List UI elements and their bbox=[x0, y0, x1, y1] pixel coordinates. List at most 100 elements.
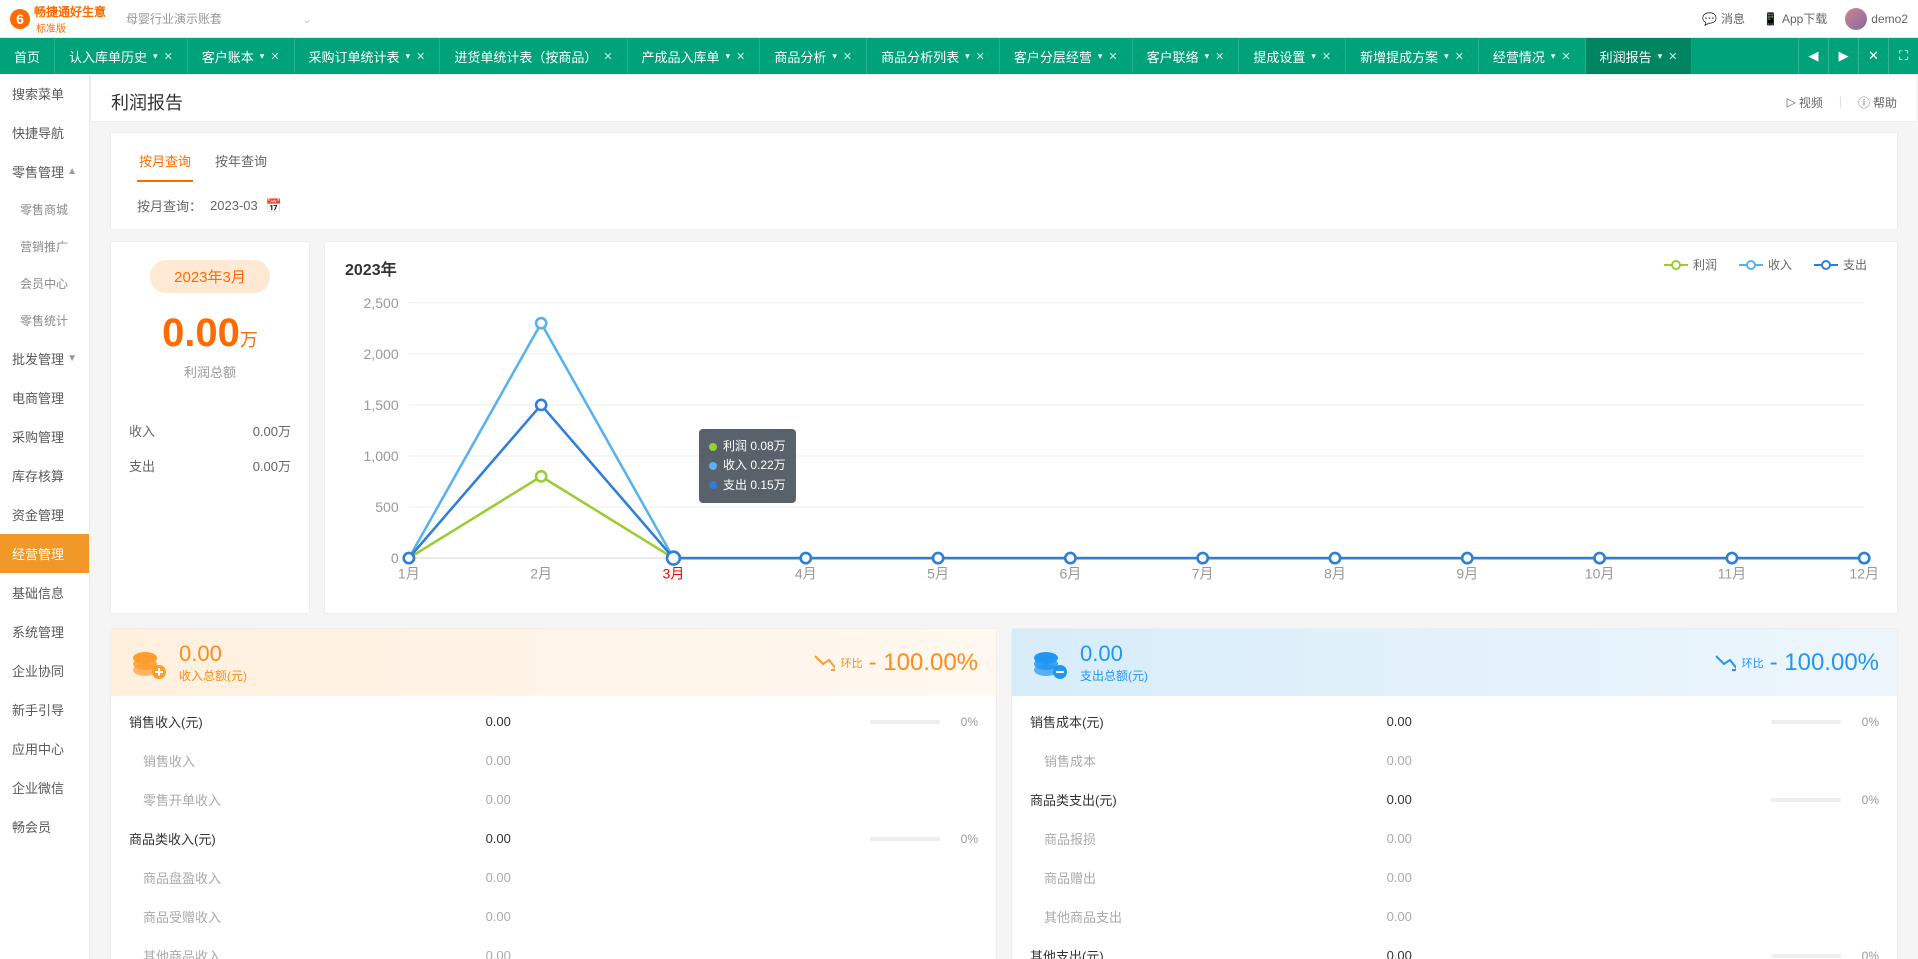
tab-首页[interactable]: 首页 bbox=[0, 38, 55, 74]
calendar-icon[interactable]: 📅 bbox=[266, 198, 282, 214]
tab-采购订单统计表[interactable]: 采购订单统计表▾✕ bbox=[295, 38, 441, 74]
tab-商品分析[interactable]: 商品分析▾✕ bbox=[760, 38, 867, 74]
sidebar-item-会员中心[interactable]: 会员中心 bbox=[0, 265, 89, 302]
sidebar-item-经营管理[interactable]: 经营管理 bbox=[0, 534, 89, 573]
fullscreen[interactable]: ⛶ bbox=[1888, 38, 1918, 74]
chevron-down-icon: ▾ bbox=[1551, 51, 1556, 62]
tabs-prev[interactable]: ◀ bbox=[1798, 38, 1828, 74]
sidebar-item-label: 经营管理 bbox=[12, 544, 64, 563]
svg-text:1,500: 1,500 bbox=[364, 397, 399, 413]
sidebar-item-基础信息[interactable]: 基础信息 bbox=[0, 573, 89, 612]
logo-icon: 6 bbox=[10, 9, 30, 29]
tab-利润报告[interactable]: 利润报告▾✕ bbox=[1586, 38, 1693, 74]
tab-产成品入库单[interactable]: 产成品入库单 ▾ ✕ bbox=[628, 38, 761, 74]
row-name: 销售成本 bbox=[1030, 751, 1387, 770]
tabs-next[interactable]: ▶ bbox=[1828, 38, 1858, 74]
detail-row: 商品报损0.00 bbox=[1030, 819, 1879, 858]
page-title: 利润报告 bbox=[111, 89, 183, 115]
row-percent: 0% bbox=[1851, 949, 1879, 959]
app-download-link[interactable]: 📱 App下载 bbox=[1763, 10, 1827, 27]
sidebar-item-零售商城[interactable]: 零售商城 bbox=[0, 191, 89, 228]
help-label: 帮助 bbox=[1873, 94, 1897, 111]
tab-进货单统计表（按商品）[interactable]: 进货单统计表（按商品）✕ bbox=[440, 38, 627, 74]
legend-label: 支出 bbox=[1843, 256, 1867, 273]
video-link[interactable]: ▷视频 bbox=[1787, 94, 1823, 111]
sidebar-item-企业微信[interactable]: 企业微信 bbox=[0, 768, 89, 807]
chevron-down-icon: ▾ bbox=[726, 51, 731, 62]
close-icon[interactable]: ✕ bbox=[1668, 50, 1677, 63]
tab-新增提成方案[interactable]: 新增提成方案▾✕ bbox=[1346, 38, 1479, 74]
user-menu[interactable]: demo2 bbox=[1845, 8, 1908, 30]
tab-经营情况[interactable]: 经营情况 ▾ ✕ bbox=[1479, 38, 1586, 74]
logo[interactable]: 6 畅捷通好生意 标准版 bbox=[10, 3, 106, 35]
close-icon[interactable]: ✕ bbox=[1322, 50, 1331, 63]
tab-label: 提成设置 bbox=[1253, 47, 1305, 66]
messages-link[interactable]: 💬 消息 bbox=[1702, 10, 1745, 27]
sidebar-item-新手引导[interactable]: 新手引导 bbox=[0, 690, 89, 729]
tabs-close-all[interactable]: ✕ bbox=[1858, 38, 1888, 74]
sidebar-item-系统管理[interactable]: 系统管理 bbox=[0, 612, 89, 651]
tab-label: 产成品入库单 bbox=[642, 47, 720, 66]
expand-icon: ▲ bbox=[67, 166, 77, 177]
tab-提成设置[interactable]: 提成设置▾✕ bbox=[1239, 38, 1346, 74]
close-icon[interactable]: ✕ bbox=[1215, 50, 1224, 63]
logo-subtitle: 标准版 bbox=[36, 20, 106, 35]
sidebar-item-库存核算[interactable]: 库存核算 bbox=[0, 456, 89, 495]
sidebar-item-零售管理[interactable]: 零售管理▲ bbox=[0, 152, 89, 191]
close-icon[interactable]: ✕ bbox=[416, 50, 425, 63]
legend-item-收入[interactable]: 收入 bbox=[1739, 256, 1792, 273]
row-name: 其他支出(元) bbox=[1030, 946, 1387, 959]
close-icon[interactable]: ✕ bbox=[1108, 50, 1117, 63]
close-icon[interactable]: ✕ bbox=[603, 50, 612, 63]
income-value: 0.00万 bbox=[253, 421, 291, 440]
tab-label: 商品分析 bbox=[774, 47, 826, 66]
query-tab-month[interactable]: 按月查询 bbox=[137, 141, 193, 182]
sidebar-item-搜索菜单[interactable]: 搜索菜单 bbox=[0, 74, 89, 113]
tab-客户分层经营[interactable]: 客户分层经营▾✕ bbox=[1000, 38, 1133, 74]
legend-marker bbox=[1739, 260, 1763, 270]
help-link[interactable]: ⓘ帮助 bbox=[1858, 94, 1897, 111]
income-row: 收入 0.00万 bbox=[125, 413, 295, 448]
tab-label: 经营情况 bbox=[1493, 47, 1545, 66]
close-icon[interactable]: ✕ bbox=[164, 50, 173, 63]
sidebar-item-电商管理[interactable]: 电商管理 bbox=[0, 378, 89, 417]
sidebar-item-资金管理[interactable]: 资金管理 bbox=[0, 495, 89, 534]
tab-商品分析列表[interactable]: 商品分析列表▾✕ bbox=[867, 38, 1000, 74]
sidebar-item-应用中心[interactable]: 应用中心 bbox=[0, 729, 89, 768]
close-icon[interactable]: ✕ bbox=[270, 50, 279, 63]
row-name: 商品报损 bbox=[1030, 829, 1387, 848]
legend-item-利润[interactable]: 利润 bbox=[1664, 256, 1717, 273]
tab-客户账本[interactable]: 客户账本▾✕ bbox=[188, 38, 295, 74]
query-tab-year[interactable]: 按年查询 bbox=[213, 141, 269, 182]
sidebar-item-畅会员[interactable]: 畅会员 bbox=[0, 807, 89, 846]
tab-客户联络[interactable]: 客户联络▾✕ bbox=[1133, 38, 1240, 74]
sidebar-item-label: 基础信息 bbox=[12, 583, 64, 602]
hb-label: 环比 bbox=[1742, 655, 1764, 671]
row-name: 零售开单收入 bbox=[129, 790, 486, 809]
query-date[interactable]: 2023-03 bbox=[210, 198, 258, 213]
close-icon[interactable]: ✕ bbox=[976, 50, 985, 63]
close-icon[interactable]: ✕ bbox=[1455, 50, 1464, 63]
hb-value: - 100.00% bbox=[869, 649, 978, 677]
sidebar-item-企业协同[interactable]: 企业协同 bbox=[0, 651, 89, 690]
mobile-icon: 📱 bbox=[1763, 12, 1778, 26]
legend-item-支出[interactable]: 支出 bbox=[1814, 256, 1867, 273]
sidebar-item-零售统计[interactable]: 零售统计 bbox=[0, 302, 89, 339]
sidebar-item-营销推广[interactable]: 营销推广 bbox=[0, 228, 89, 265]
close-icon[interactable]: ✕ bbox=[843, 50, 852, 63]
legend-marker bbox=[1814, 260, 1838, 270]
row-percent: 0% bbox=[1851, 715, 1879, 729]
sidebar-item-label: 系统管理 bbox=[12, 622, 64, 641]
tab-认入库单历史[interactable]: 认入库单历史▾✕ bbox=[55, 38, 188, 74]
close-icon[interactable]: ✕ bbox=[736, 50, 745, 63]
svg-text:6月: 6月 bbox=[1059, 566, 1081, 582]
sidebar-item-采购管理[interactable]: 采购管理 bbox=[0, 417, 89, 456]
summary-card: 2023年3月 0.00万 利润总额 收入 0.00万 支出 bbox=[110, 241, 310, 614]
account-selector[interactable]: 母婴行业演示账套 ⌄ bbox=[126, 10, 312, 27]
row-name: 其他商品收入 bbox=[129, 946, 486, 959]
svg-text:5月: 5月 bbox=[927, 566, 949, 582]
close-icon[interactable]: ✕ bbox=[1561, 50, 1570, 63]
sidebar-item-快捷导航[interactable]: 快捷导航 bbox=[0, 113, 89, 152]
sidebar-item-批发管理[interactable]: 批发管理▼ bbox=[0, 339, 89, 378]
row-name: 商品类收入(元) bbox=[129, 829, 486, 848]
